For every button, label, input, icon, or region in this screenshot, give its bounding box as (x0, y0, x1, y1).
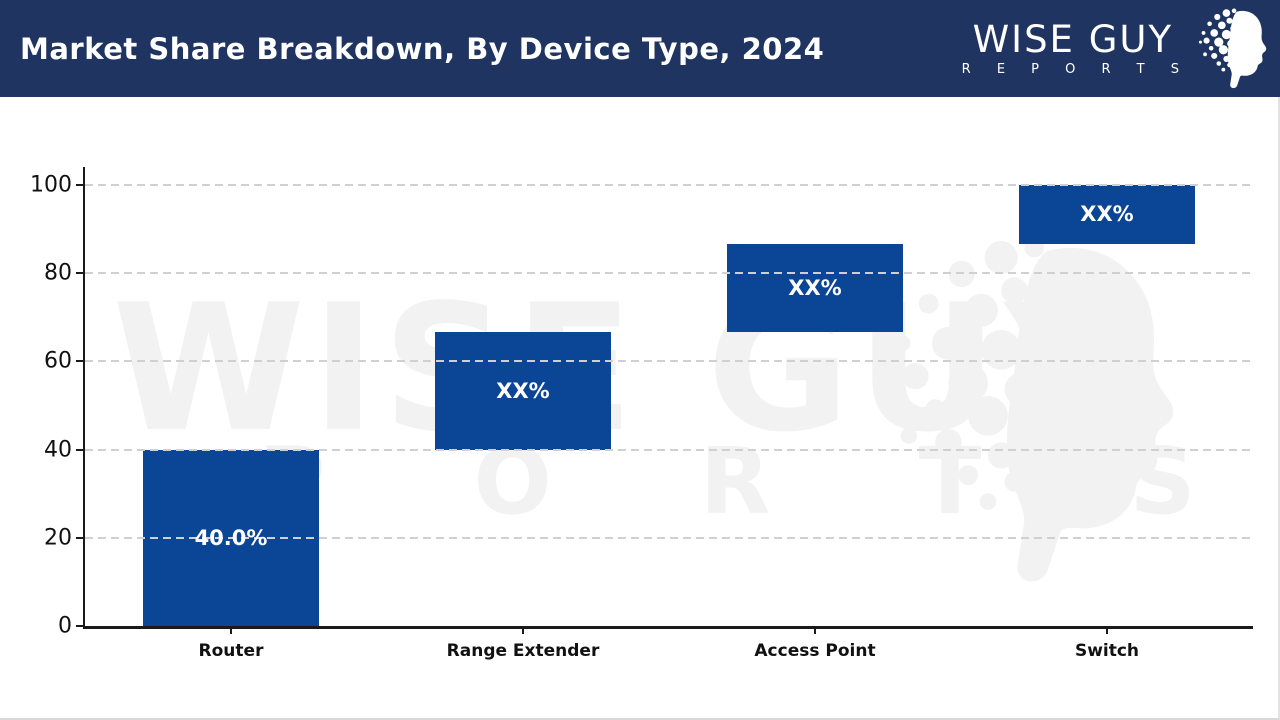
y-tick-label-40: 40 (44, 437, 72, 463)
page-title: Market Share Breakdown, By Device Type, … (20, 31, 825, 66)
y-tick-label-100: 100 (30, 172, 72, 198)
y-tick-mark (76, 625, 85, 627)
gridline-60 (85, 360, 1253, 363)
category-label-access-point: Access Point (754, 641, 876, 661)
x-tick-mark (814, 626, 816, 634)
y-tick-mark (76, 184, 85, 186)
y-axis-line (83, 167, 85, 628)
y-tick-label-0: 0 (58, 613, 72, 639)
y-tick-label-60: 60 (44, 348, 72, 374)
bar-value-label: XX% (1080, 202, 1134, 227)
bar-value-label: XX% (496, 378, 550, 403)
y-tick-mark (76, 536, 85, 539)
gridline-40 (85, 448, 1253, 451)
logo-subtitle: R E P O R T S (961, 62, 1190, 77)
y-tick-mark (76, 360, 85, 363)
y-tick-label-20: 20 (44, 525, 72, 551)
x-tick-mark (230, 626, 232, 634)
category-label-switch: Switch (1074, 641, 1140, 661)
bar-access-point (727, 243, 903, 333)
y-tick-mark (76, 272, 85, 275)
gridline-100 (85, 184, 1253, 186)
x-tick-mark (1106, 626, 1108, 634)
wiseguy-face-icon (1198, 8, 1267, 88)
bar-range-extender (435, 332, 611, 450)
x-axis-line (83, 626, 1253, 629)
logo-text: WISE GUY R E P O R T S (956, 21, 1190, 76)
category-label-range-extender: Range Extender (446, 641, 600, 661)
bar-value-label: XX% (788, 275, 842, 300)
bar-switch (1019, 185, 1195, 244)
y-tick-label-80: 80 (44, 260, 72, 286)
gridline-20 (85, 536, 1253, 539)
header-bar: Market Share Breakdown, By Device Type, … (0, 0, 1280, 97)
category-label-router: Router (198, 641, 264, 661)
y-tick-mark (76, 448, 85, 451)
bar-value-label: 40.0% (194, 525, 268, 550)
x-tick-mark (522, 626, 524, 634)
gridline-80 (85, 272, 1253, 275)
logo-name: WISE GUY (972, 18, 1174, 61)
wiseguy-logo: WISE GUY R E P O R T S (956, 7, 1280, 91)
